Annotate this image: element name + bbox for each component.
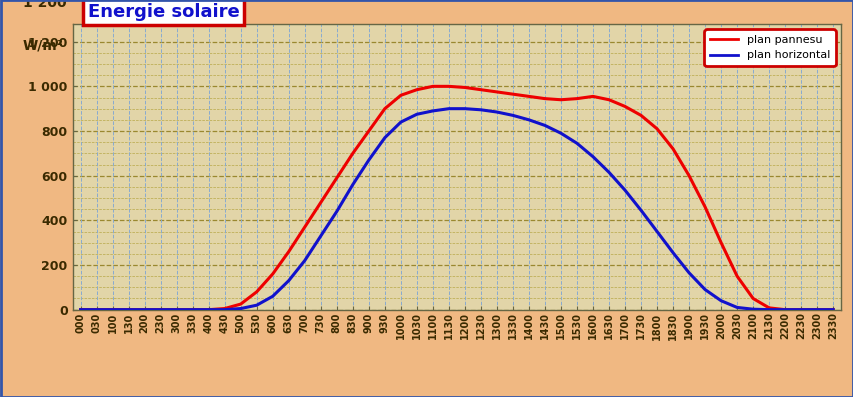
- Legend: plan pannesu, plan horizontal: plan pannesu, plan horizontal: [704, 29, 834, 66]
- Text: W/m²: W/m²: [23, 38, 63, 52]
- Text: 1 200: 1 200: [23, 0, 67, 10]
- Text: Energie solaire: Energie solaire: [88, 3, 240, 21]
